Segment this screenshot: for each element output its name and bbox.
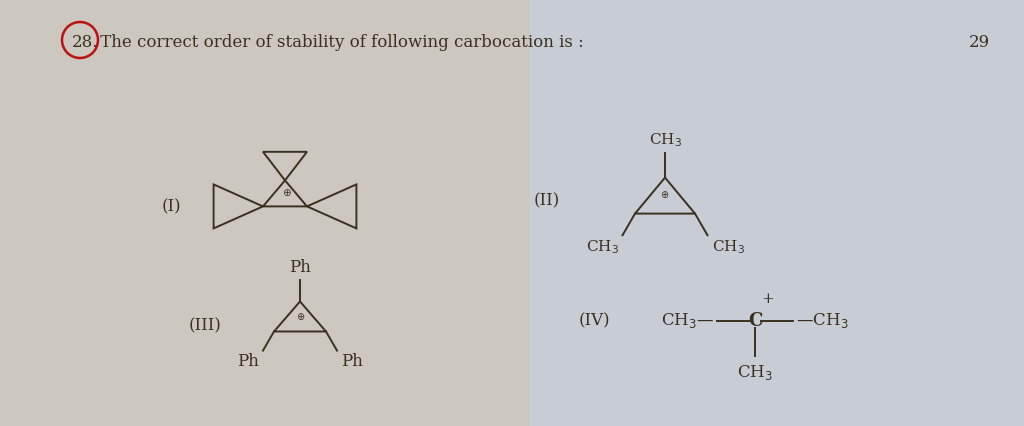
Text: CH$_3$: CH$_3$ — [586, 238, 618, 256]
Text: (I): (I) — [162, 198, 181, 215]
Text: (IV): (IV) — [579, 313, 610, 329]
Bar — [0, 0, 530, 426]
Text: (III): (III) — [189, 317, 222, 334]
Bar — [530, 0, 1024, 426]
Text: CH$_3$: CH$_3$ — [712, 238, 744, 256]
Text: The correct order of stability of following carbocation is :: The correct order of stability of follow… — [95, 34, 584, 51]
Text: Ph: Ph — [238, 353, 259, 369]
Text: $\oplus$: $\oplus$ — [283, 187, 292, 198]
Text: $\oplus$: $\oplus$ — [296, 311, 305, 322]
Text: 29: 29 — [969, 34, 990, 51]
Text: Ph: Ph — [341, 353, 362, 369]
Text: C: C — [748, 312, 762, 330]
Text: CH$_3$: CH$_3$ — [648, 131, 682, 149]
Text: $\oplus$: $\oplus$ — [660, 190, 670, 201]
Text: 28.: 28. — [72, 34, 98, 51]
Text: +: + — [762, 292, 774, 306]
Text: CH$_3$: CH$_3$ — [737, 363, 773, 382]
Text: CH$_3$—: CH$_3$— — [660, 311, 714, 331]
Text: (II): (II) — [534, 193, 560, 210]
Text: Ph: Ph — [289, 259, 311, 276]
Text: —CH$_3$: —CH$_3$ — [796, 311, 849, 331]
